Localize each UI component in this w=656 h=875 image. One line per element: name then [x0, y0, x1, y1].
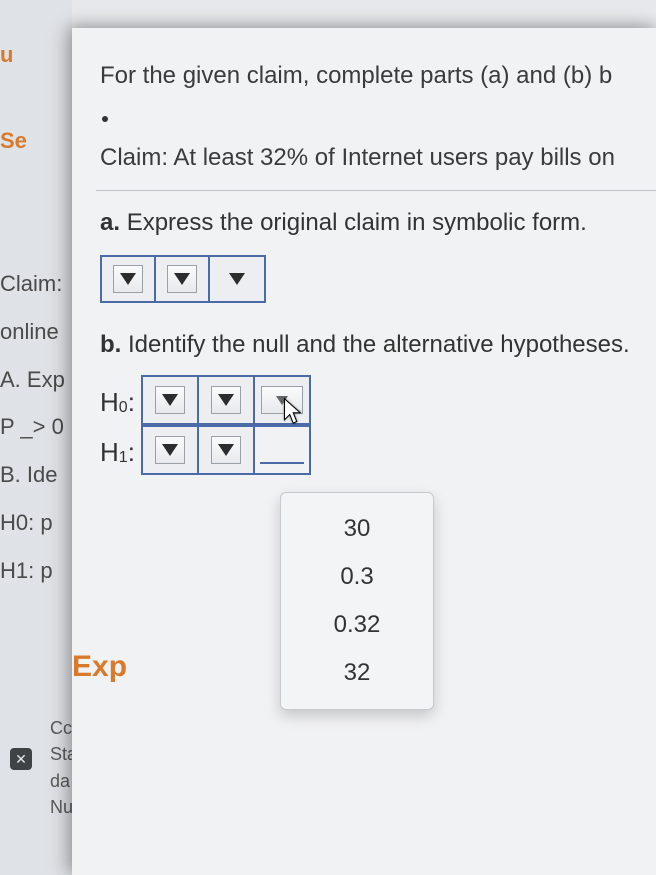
dropdown-option[interactable]: 0.3	[281, 553, 433, 601]
h0-value-select[interactable]	[253, 375, 311, 425]
bg-exp-heading: Exp	[72, 650, 127, 684]
instruction-text: For the given claim, complete parts (a) …	[100, 62, 656, 90]
h1-value-input[interactable]	[253, 425, 311, 475]
part-a-select-2[interactable]	[154, 255, 210, 303]
chevron-down-icon	[120, 273, 136, 285]
divider	[96, 190, 656, 191]
bg-text-se: Se	[0, 126, 66, 156]
bg-text-online: online	[0, 317, 66, 347]
chevron-down-icon	[276, 396, 288, 405]
part-a-select-row	[100, 255, 656, 303]
part-a-select-1[interactable]	[100, 255, 156, 303]
chevron-down-icon	[218, 444, 234, 456]
h1-select-1[interactable]	[141, 425, 199, 475]
bg-text-h0p: H0: p	[0, 508, 66, 538]
h0-select-2[interactable]	[197, 375, 255, 425]
h1-label: H1:	[100, 427, 141, 477]
chevron-down-icon	[162, 444, 178, 456]
part-a-heading: a. Express the original claim in symboli…	[100, 209, 656, 237]
dropdown-option[interactable]: 32	[281, 649, 433, 697]
value-dropdown: 30 0.3 0.32 32	[280, 492, 434, 710]
close-icon[interactable]: ✕	[10, 748, 32, 770]
bg-text-bide: B. Ide	[0, 460, 66, 490]
bg-text-u: u	[0, 40, 66, 70]
h0-select-1[interactable]	[141, 375, 199, 425]
chevron-down-icon	[218, 394, 234, 406]
bullet-icon	[102, 116, 108, 122]
bg-text-h1p: H1: p	[0, 556, 66, 586]
dropdown-option[interactable]: 0.32	[281, 601, 433, 649]
h0-label: H0:	[100, 377, 141, 427]
h1-select-2[interactable]	[197, 425, 255, 475]
part-a-select-3[interactable]	[208, 255, 266, 303]
chevron-down-icon	[162, 394, 178, 406]
chevron-down-icon	[229, 273, 245, 285]
part-b-heading: b. Identify the null and the alternative…	[100, 331, 656, 359]
bg-text-aexp: A. Exp	[0, 365, 66, 395]
question-modal: For the given claim, complete parts (a) …	[72, 28, 656, 875]
claim-text: Claim: At least 32% of Internet users pa…	[100, 116, 656, 172]
bg-text-prow: P _> 0	[0, 412, 66, 442]
chevron-down-icon	[174, 273, 190, 285]
dropdown-option[interactable]: 30	[281, 505, 433, 553]
bg-text-claim: Claim:	[0, 269, 66, 299]
